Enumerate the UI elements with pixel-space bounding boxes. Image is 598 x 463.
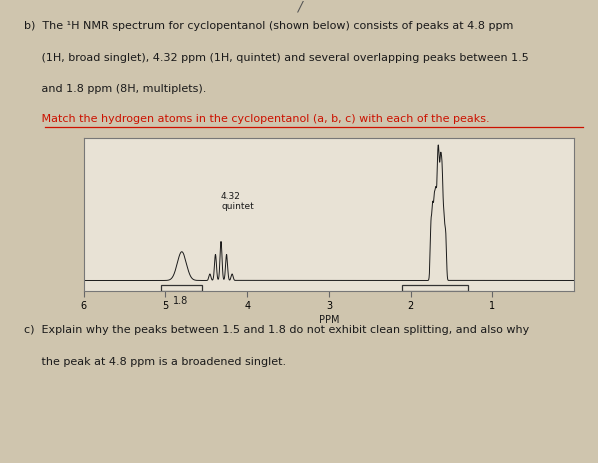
- Text: b)  The ¹H NMR spectrum for cyclopentanol (shown below) consists of peaks at 4.8: b) The ¹H NMR spectrum for cyclopentanol…: [24, 21, 513, 31]
- Text: the peak at 4.8 ppm is a broadened singlet.: the peak at 4.8 ppm is a broadened singl…: [24, 356, 286, 366]
- Text: /: /: [297, 0, 301, 14]
- Text: 4.32
quintet: 4.32 quintet: [221, 191, 254, 211]
- Text: and 1.8 ppm (8H, multiplets).: and 1.8 ppm (8H, multiplets).: [24, 83, 206, 94]
- Text: 1.8: 1.8: [173, 295, 188, 305]
- Bar: [402, 285, 468, 291]
- Bar: [161, 285, 202, 291]
- X-axis label: PPM: PPM: [319, 314, 339, 324]
- Text: Match the hydrogen atoms in the cyclopentanol (a, b, c) with each of the peaks.: Match the hydrogen atoms in the cyclopen…: [24, 114, 490, 124]
- Text: c)  Explain why the peaks between 1.5 and 1.8 do not exhibit clean splitting, an: c) Explain why the peaks between 1.5 and…: [24, 325, 529, 334]
- Text: (1H, broad singlet), 4.32 ppm (1H, quintet) and several overlapping peaks betwee: (1H, broad singlet), 4.32 ppm (1H, quint…: [24, 53, 529, 63]
